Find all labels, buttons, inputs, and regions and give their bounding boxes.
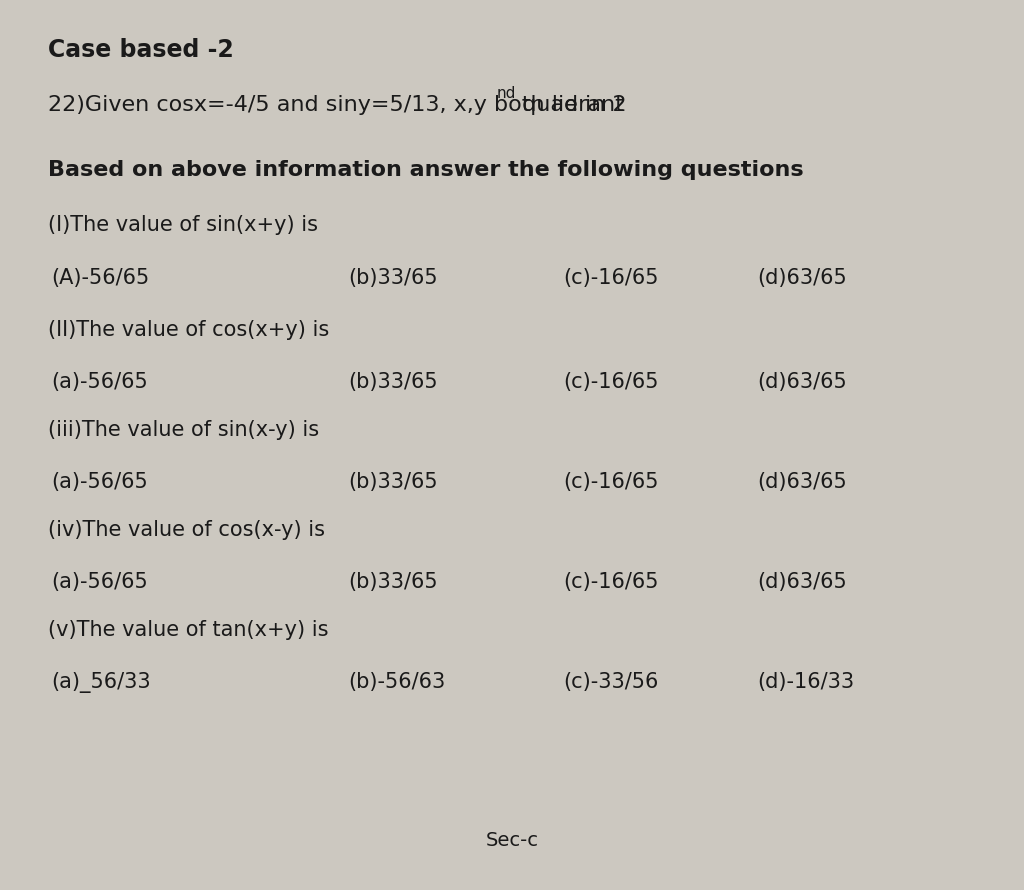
Text: (c)-16/65: (c)-16/65 bbox=[563, 372, 658, 392]
Text: (b)33/65: (b)33/65 bbox=[348, 372, 437, 392]
Text: (b)-56/63: (b)-56/63 bbox=[348, 672, 445, 692]
Text: (iv)The value of cos(x-y) is: (iv)The value of cos(x-y) is bbox=[48, 520, 325, 540]
Text: Sec-c: Sec-c bbox=[485, 831, 539, 850]
Text: (v)The value of tan(x+y) is: (v)The value of tan(x+y) is bbox=[48, 620, 329, 640]
Text: (d)63/65: (d)63/65 bbox=[757, 268, 847, 288]
Text: (a)_56/33: (a)_56/33 bbox=[51, 672, 151, 693]
Text: (a)-56/65: (a)-56/65 bbox=[51, 472, 147, 492]
Text: (c)-16/65: (c)-16/65 bbox=[563, 268, 658, 288]
Text: Based on above information answer the following questions: Based on above information answer the fo… bbox=[48, 160, 804, 180]
Text: (b)33/65: (b)33/65 bbox=[348, 572, 437, 592]
Text: (iii)The value of sin(x-y) is: (iii)The value of sin(x-y) is bbox=[48, 420, 319, 440]
Text: (b)33/65: (b)33/65 bbox=[348, 472, 437, 492]
Text: (d)-16/33: (d)-16/33 bbox=[757, 672, 854, 692]
Text: quadrant: quadrant bbox=[515, 95, 624, 115]
Text: Case based -2: Case based -2 bbox=[48, 38, 233, 62]
Text: (d)63/65: (d)63/65 bbox=[757, 372, 847, 392]
Text: (d)63/65: (d)63/65 bbox=[757, 472, 847, 492]
Text: (d)63/65: (d)63/65 bbox=[757, 572, 847, 592]
Text: (II)The value of cos(x+y) is: (II)The value of cos(x+y) is bbox=[48, 320, 330, 340]
Text: (a)-56/65: (a)-56/65 bbox=[51, 572, 147, 592]
Text: (c)-33/56: (c)-33/56 bbox=[563, 672, 658, 692]
Text: (a)-56/65: (a)-56/65 bbox=[51, 372, 147, 392]
Text: (A)-56/65: (A)-56/65 bbox=[51, 268, 150, 288]
Text: (c)-16/65: (c)-16/65 bbox=[563, 572, 658, 592]
Text: (b)33/65: (b)33/65 bbox=[348, 268, 437, 288]
Text: 22)Given cosx=-4/5 and siny=5/13, x,y both lie in 2: 22)Given cosx=-4/5 and siny=5/13, x,y bo… bbox=[48, 95, 627, 115]
Text: nd: nd bbox=[497, 86, 516, 101]
Text: (c)-16/65: (c)-16/65 bbox=[563, 472, 658, 492]
Text: (I)The value of sin(x+y) is: (I)The value of sin(x+y) is bbox=[48, 215, 318, 235]
